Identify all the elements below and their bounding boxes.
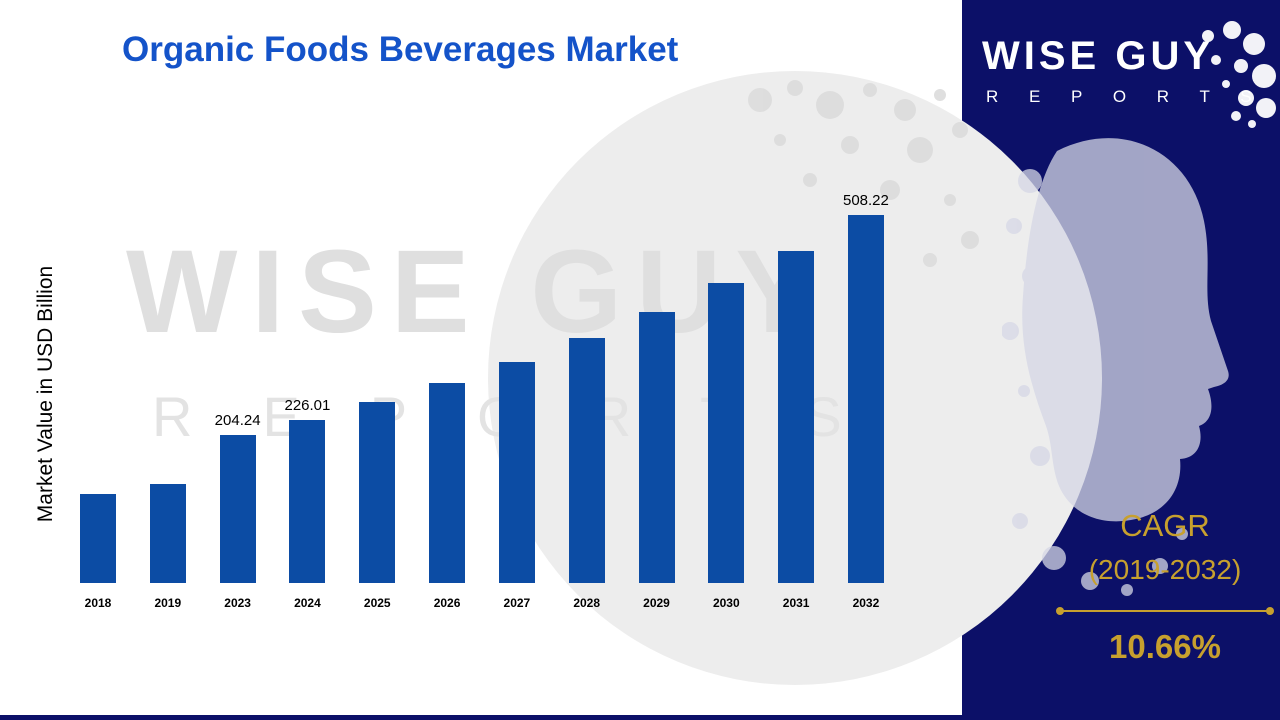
x-axis-tick-label: 2023 — [224, 596, 251, 610]
bar — [708, 283, 745, 583]
bar-column: 2029 — [623, 178, 691, 610]
x-axis-tick-label: 2029 — [643, 596, 670, 610]
x-axis-tick-label: 2025 — [363, 596, 391, 610]
x-axis-tick-label: 2031 — [782, 596, 810, 610]
bar-value-label: 508.22 — [842, 192, 889, 209]
watermark-wordmark: WISE GUY — [126, 226, 829, 358]
cagr-range: (2019-2032) — [1088, 554, 1242, 585]
bar-column: 2026 — [413, 178, 481, 610]
bar-column: 2031 — [762, 178, 830, 610]
bar-value-label: 226.01 — [284, 397, 331, 414]
bar — [568, 338, 605, 583]
watermark-dots-icon — [748, 80, 979, 267]
brand-logo: WISE GUY R E P O R T S — [982, 34, 1265, 107]
x-axis-tick-label: 2024 — [294, 596, 321, 610]
bar-column: 2028 — [553, 178, 621, 610]
bar-column: 2030 — [692, 178, 760, 610]
x-axis-tick-label: 2027 — [503, 596, 531, 610]
x-axis-tick-label: 2026 — [433, 596, 461, 610]
bar — [498, 362, 535, 583]
bottom-border-strip — [0, 715, 1280, 720]
cagr-label: CAGR — [1120, 508, 1210, 543]
x-axis-tick-label: 2019 — [154, 596, 182, 610]
bar-column: 2018 — [64, 178, 132, 610]
bar — [778, 251, 815, 583]
brand-logo-wordmark: WISE GUY — [982, 34, 1215, 78]
cagr-block: CAGR (2019-2032) 10.66% — [1056, 508, 1274, 666]
x-axis-tick-label: 2030 — [712, 596, 740, 610]
bar-column: 226.01 2024 — [273, 178, 341, 610]
cagr-value: 10.66% — [1109, 628, 1221, 665]
brand-logo-reports-text: R E P O R T S — [986, 87, 1265, 106]
x-axis-tick-label: 2028 — [573, 596, 601, 610]
bar — [638, 312, 675, 583]
bar-chart: 2018 2019 204.24 2023 226.01 2024 2025 2026 2027… — [64, 178, 900, 610]
bar — [429, 383, 466, 583]
bar-column: 2027 — [483, 178, 551, 610]
bar — [80, 494, 116, 583]
logo-face-dots-icon — [1202, 21, 1276, 128]
bar — [847, 215, 884, 583]
bar — [289, 420, 326, 583]
bar-column: 508.22 2032 — [832, 178, 900, 610]
cagr-divider — [1056, 607, 1274, 615]
bar — [149, 484, 186, 583]
page-title: Organic Foods Beverages Market — [122, 30, 679, 69]
bar — [359, 402, 396, 583]
bar-value-label: 204.24 — [214, 412, 261, 429]
face-profile-graphic — [1002, 138, 1229, 596]
y-axis-label: Market Value in USD Billion — [34, 265, 57, 523]
x-axis-tick-label: 2018 — [84, 596, 112, 610]
bar-column: 2025 — [343, 178, 411, 610]
x-axis-tick-label: 2032 — [852, 596, 880, 610]
bar-column: 2019 — [134, 178, 202, 610]
bar — [219, 435, 256, 583]
bar-column: 204.24 2023 — [204, 178, 272, 610]
